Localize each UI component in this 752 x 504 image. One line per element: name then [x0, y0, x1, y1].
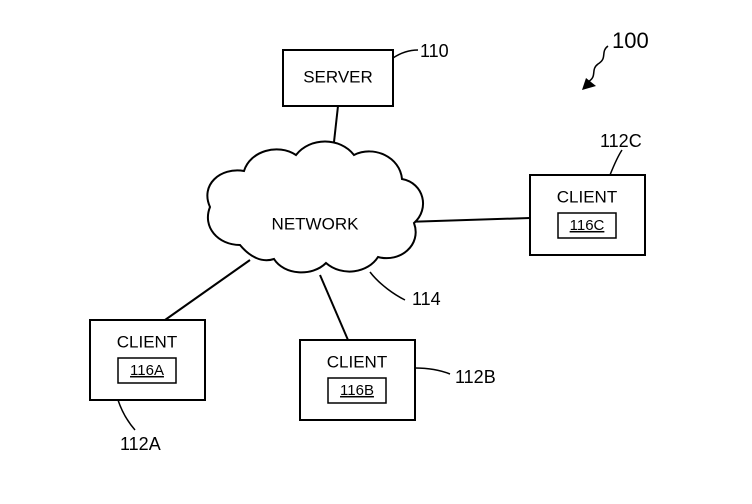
client-a-label: CLIENT: [117, 332, 177, 351]
ref-112c: 112C: [600, 131, 642, 151]
ref-114: 114: [412, 289, 441, 309]
leader-112a: [118, 400, 135, 430]
figure-arrow-shaft: [588, 46, 608, 82]
client-b-inner: 116B: [340, 382, 374, 399]
client-c-label: CLIENT: [557, 187, 617, 206]
client-a-inner: 116A: [130, 362, 164, 379]
leader-112c: [610, 150, 622, 175]
client-c: CLIENT 116C: [530, 175, 645, 255]
server-label: SERVER: [303, 67, 373, 86]
ref-112a: 112A: [120, 434, 161, 454]
ref-110: 110: [420, 41, 449, 61]
ref-112b: 112B: [455, 367, 496, 387]
leader-114: [370, 272, 405, 300]
network-label: NETWORK: [272, 214, 360, 233]
edge-network-client-c: [405, 218, 530, 222]
network-cloud: [207, 142, 423, 273]
figure-ref: 100: [612, 28, 649, 53]
leader-110: [393, 50, 418, 58]
network-diagram: NETWORK 114 SERVER 110 CLIENT 116A 112A …: [0, 0, 752, 504]
client-a: CLIENT 116A: [90, 320, 205, 400]
edge-network-client-b: [320, 275, 348, 340]
leader-112b: [415, 368, 450, 374]
client-c-inner: 116C: [570, 217, 605, 234]
client-b: CLIENT 116B: [300, 340, 415, 420]
figure-arrow-head: [582, 78, 596, 90]
edge-network-client-a: [165, 260, 250, 320]
client-b-label: CLIENT: [327, 352, 387, 371]
